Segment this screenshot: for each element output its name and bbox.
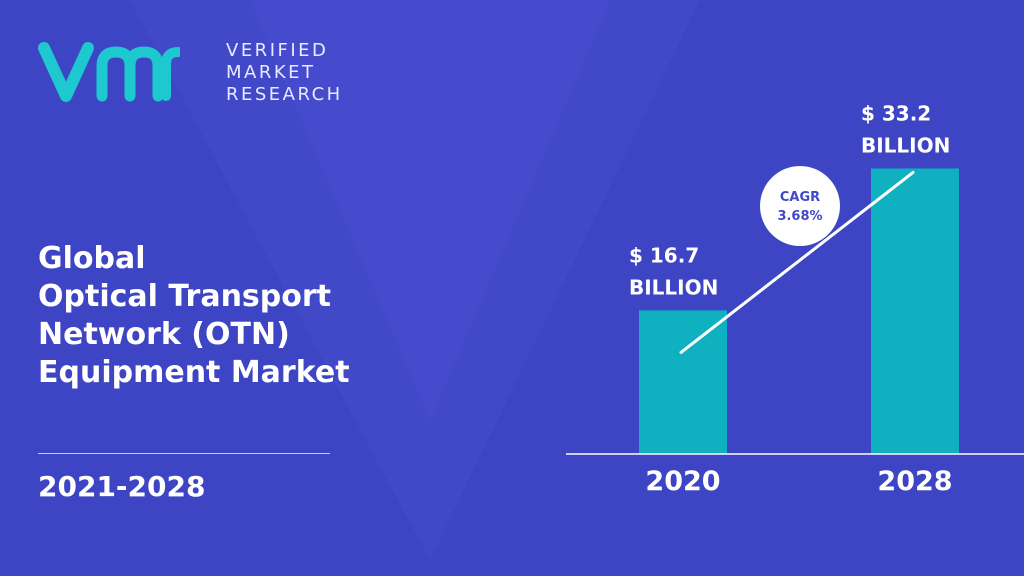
- title-line: Global: [38, 241, 146, 276]
- title-line: Equipment Market: [38, 355, 350, 390]
- title-divider: [38, 453, 330, 454]
- title-line: Optical Transport: [38, 279, 331, 314]
- forecast-period: 2021-2028: [38, 470, 206, 503]
- brand-name-line: VERIFIED: [226, 40, 329, 61]
- x-tick-label-2028: 2028: [877, 466, 952, 497]
- cagr-value: 3.68%: [777, 209, 822, 224]
- page-title: Global Optical Transport Network (OTN) E…: [38, 240, 350, 392]
- market-size-bar-chart: $ 16.7 BILLION 2020 $ 33.2 BILLION 2028 CAGR 3.…: [566, 101, 1024, 497]
- cagr-badge: [760, 166, 840, 246]
- brand-name-line: MARKET: [226, 62, 316, 83]
- brand-name: VERIFIED MARKET RESEARCH: [226, 40, 343, 106]
- cagr-label: CAGR: [780, 190, 820, 205]
- brand-name-line: RESEARCH: [226, 84, 343, 105]
- value-label-2020: $ 16.7: [629, 243, 699, 267]
- value-unit-label-2028: BILLION: [861, 133, 950, 157]
- title-line: Network (OTN): [38, 317, 290, 352]
- bar-2020: [639, 310, 727, 454]
- cagr-trend-line: [679, 170, 915, 354]
- value-label-2028: $ 33.2: [861, 101, 931, 125]
- company-logo: VERIFIED MARKET RESEARCH: [36, 40, 340, 105]
- value-unit-label-2020: BILLION: [629, 275, 718, 299]
- bar-2028: [871, 168, 959, 455]
- vmr-logo-mark: [38, 42, 180, 102]
- x-tick-label-2020: 2020: [645, 466, 720, 497]
